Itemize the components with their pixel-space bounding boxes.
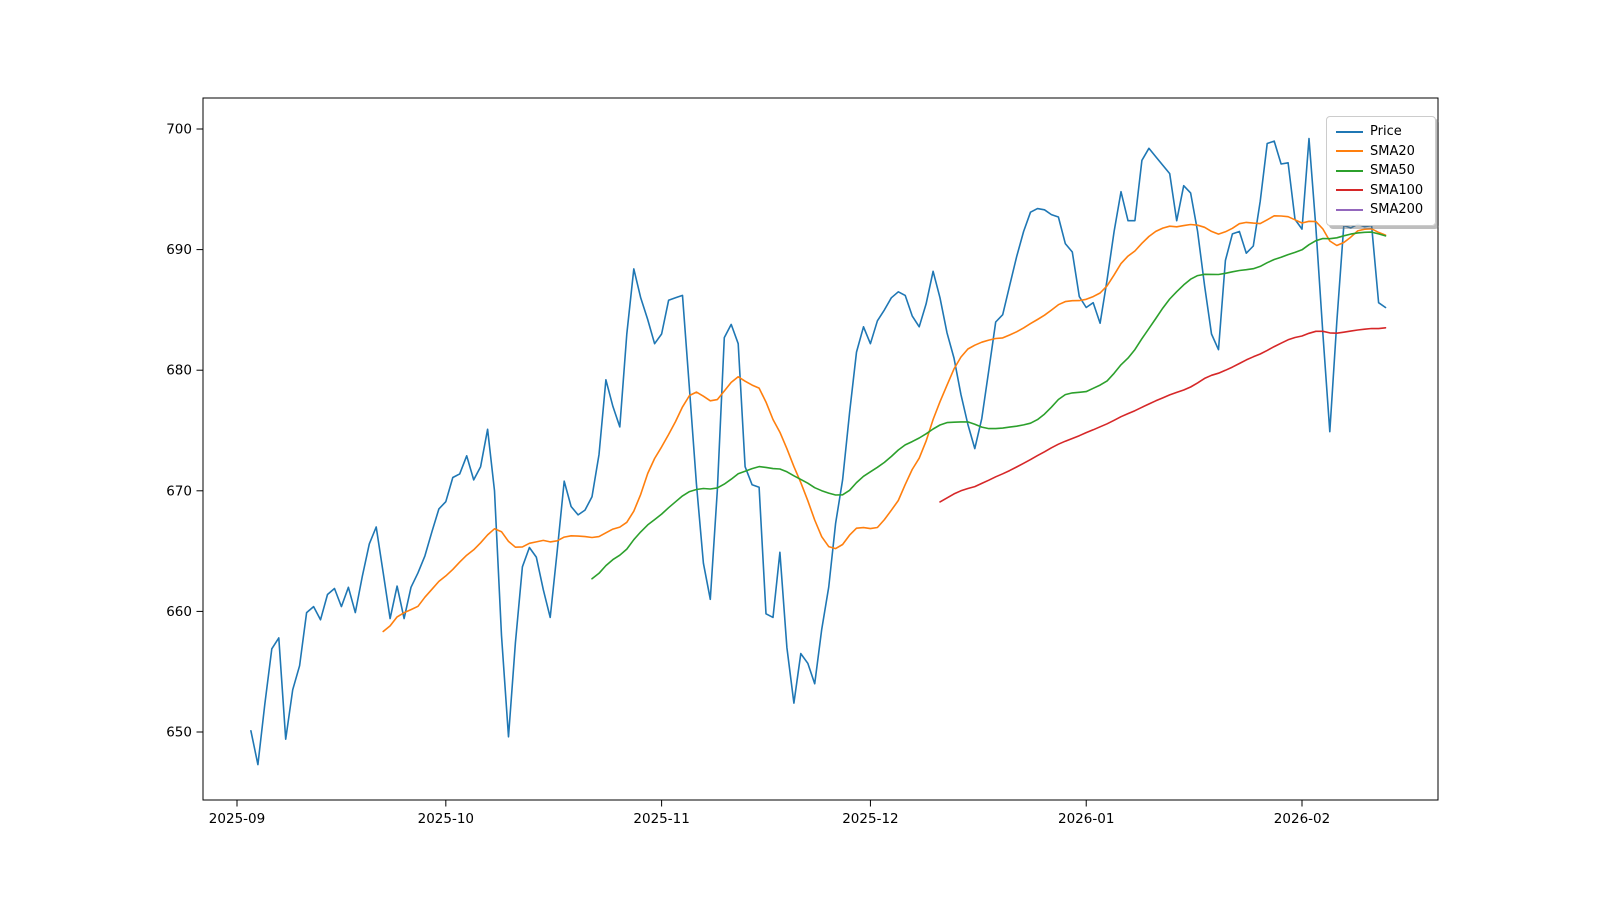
y-tick-label: 700 [166,122,192,138]
legend-item-price: Price [1336,122,1429,142]
y-tick-label: 660 [166,604,192,620]
y-tick-label: 670 [166,483,192,499]
x-tick-label: 2025-11 [633,811,689,827]
legend-label-sma200: SMA200 [1370,202,1424,218]
legend-label-sma20: SMA20 [1370,143,1415,159]
y-tick-label: 690 [166,242,192,258]
sma50-line-sample [1336,169,1363,172]
legend-item-sma100: SMA100 [1336,181,1429,201]
x-tick-label: 2026-02 [1274,811,1330,827]
sma20-line-sample [1336,150,1363,153]
legend: Price SMA20 SMA50 SMA100 SMA200 [1326,116,1436,226]
y-tick-label: 680 [166,363,192,379]
legend-item-sma200: SMA200 [1336,200,1429,220]
x-tick-label: 2025-12 [842,811,898,827]
legend-label-sma100: SMA100 [1370,182,1424,198]
sma200-line-sample [1336,208,1363,211]
y-tick-label: 650 [166,725,192,741]
legend-item-sma20: SMA20 [1336,142,1429,162]
series-line-sma100 [939,326,1387,503]
legend-item-sma50: SMA50 [1336,161,1429,181]
series-line-sma50 [591,231,1387,580]
price-line-sample [1336,130,1363,133]
x-tick-label: 2025-09 [209,811,265,827]
sma100-line-sample [1336,189,1363,192]
legend-label-sma50: SMA50 [1370,163,1415,179]
series-line-sma20 [382,215,1387,633]
legend-label-price: Price [1370,124,1402,140]
x-tick-label: 2026-01 [1058,811,1114,827]
x-tick-label: 2025-10 [418,811,474,827]
